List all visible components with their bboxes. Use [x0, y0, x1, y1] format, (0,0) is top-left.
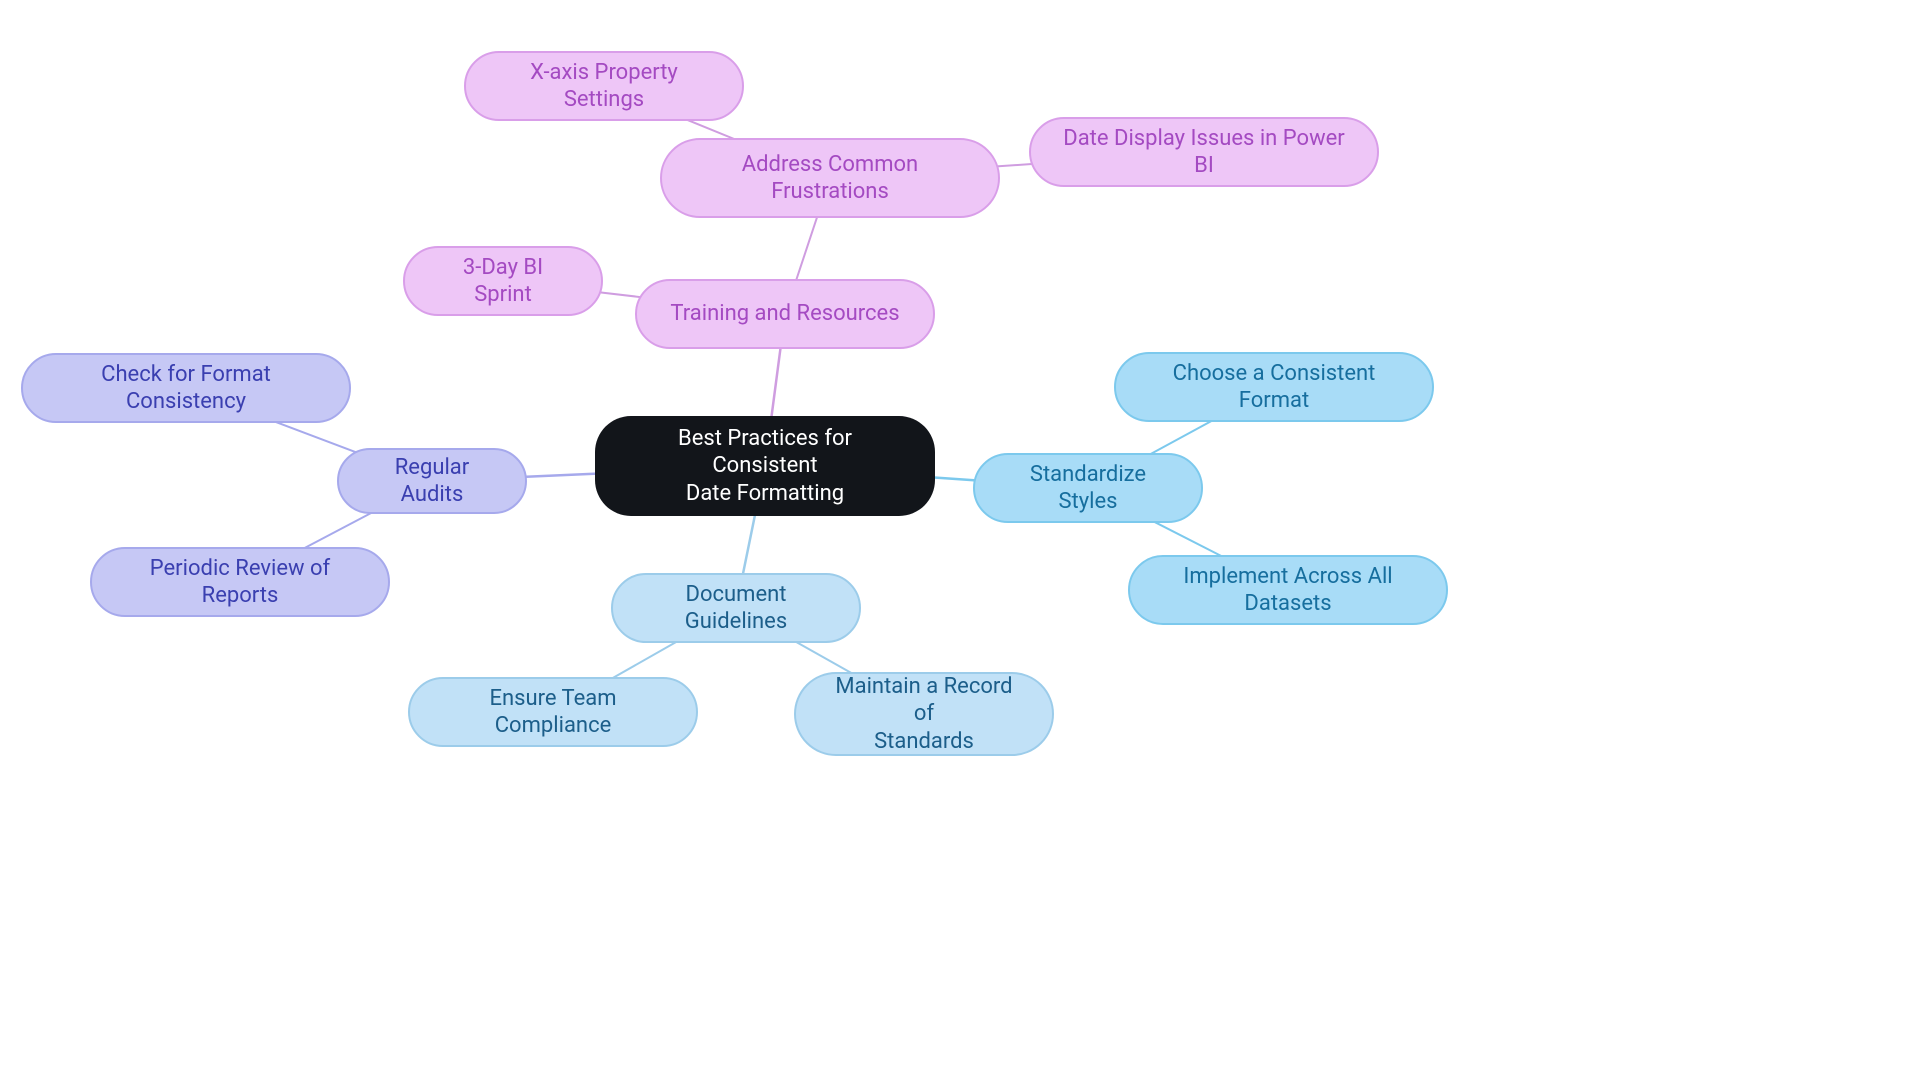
edge [526, 474, 597, 477]
edge [797, 218, 817, 279]
node-label: Periodic Review of Reports [120, 555, 360, 610]
node-label: 3-Day BI Sprint [433, 254, 573, 309]
node-label: Maintain a Record ofStandards [824, 673, 1024, 756]
node-record: Maintain a Record ofStandards [794, 672, 1054, 756]
node-label: Training and Resources [670, 300, 899, 328]
node-xaxis: X-axis Property Settings [464, 51, 744, 121]
node-label: Implement Across All Datasets [1158, 563, 1418, 618]
node-pbi: Date Display Issues in Power BI [1029, 117, 1379, 187]
node-label: Date Display Issues in Power BI [1059, 125, 1349, 180]
center-node: Best Practices for ConsistentDate Format… [595, 416, 935, 516]
node-label: Choose a Consistent Format [1144, 360, 1404, 415]
node-ensure: Ensure Team Compliance [408, 677, 698, 747]
edge [1144, 419, 1214, 457]
edge [610, 639, 681, 679]
node-label: Best Practices for ConsistentDate Format… [623, 425, 907, 508]
edge [267, 419, 368, 457]
edge [931, 477, 976, 480]
node-impl: Implement Across All Datasets [1128, 555, 1448, 625]
node-sprint: 3-Day BI Sprint [403, 246, 603, 316]
edge [743, 516, 755, 573]
node-std: Standardize Styles [973, 453, 1203, 523]
node-audits: Regular Audits [337, 448, 527, 514]
edge [301, 509, 380, 550]
node-doc: Document Guidelines [611, 573, 861, 643]
node-choose: Choose a Consistent Format [1114, 352, 1434, 422]
node-review: Periodic Review of Reports [90, 547, 390, 617]
edge [772, 349, 781, 416]
node-label: Standardize Styles [1003, 461, 1173, 516]
node-label: Document Guidelines [641, 581, 831, 636]
node-train: Training and Resources [635, 279, 935, 349]
node-label: Check for Format Consistency [51, 361, 321, 416]
node-frust: Address Common Frustrations [660, 138, 1000, 218]
node-label: Address Common Frustrations [690, 151, 970, 206]
node-label: Ensure Team Compliance [438, 685, 668, 740]
node-label: Regular Audits [367, 454, 497, 509]
node-label: X-axis Property Settings [494, 59, 714, 114]
node-check: Check for Format Consistency [21, 353, 351, 423]
edge [1147, 518, 1225, 558]
